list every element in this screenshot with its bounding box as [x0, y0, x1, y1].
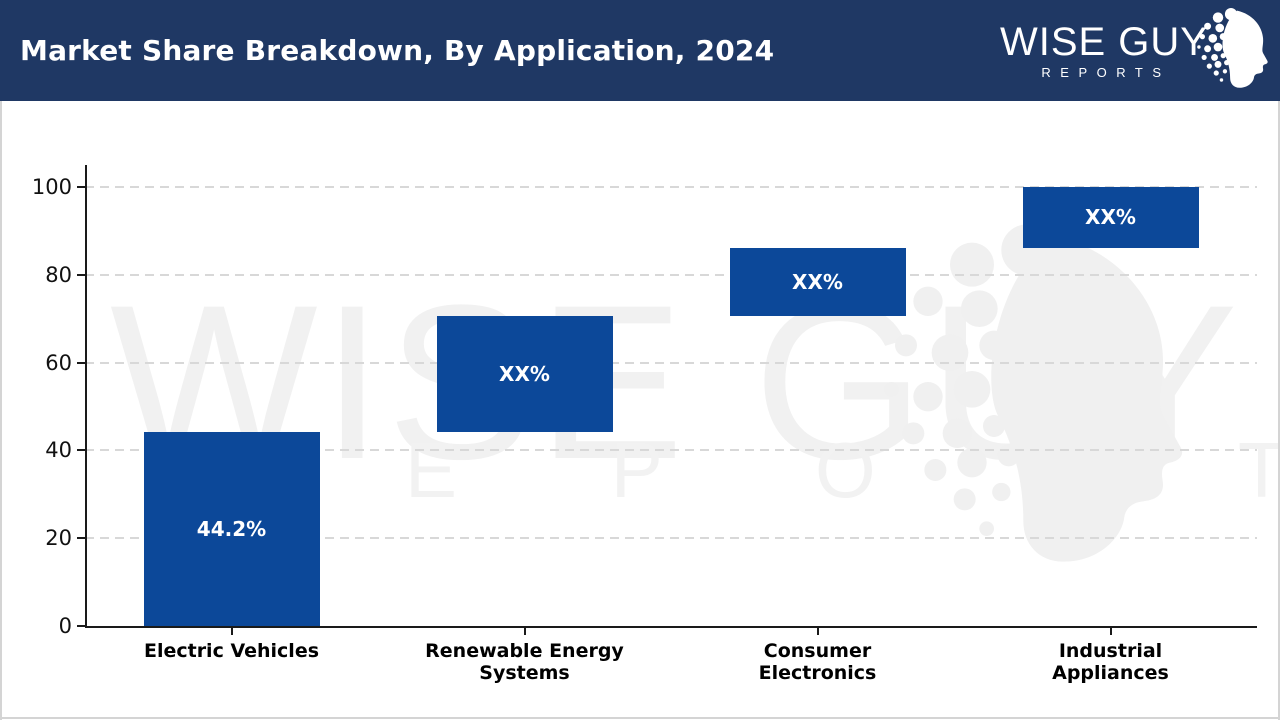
bar-segment [729, 247, 906, 317]
gridline-y100 [85, 186, 1257, 188]
x-tick-label: Consumer Electronics [678, 640, 958, 684]
x-tick-label-line: Renewable Energy [425, 640, 624, 662]
page-title: Market Share Breakdown, By Application, … [20, 34, 775, 67]
x-tick-label: Electric Vehicles [92, 640, 372, 662]
x-tick-label-line: Electronics [758, 662, 877, 684]
bar-value-label: 44.2% [196, 516, 267, 541]
y-tick-label: 0 [58, 614, 72, 638]
y-tick-mark [77, 625, 85, 627]
frame-right-hairline [1278, 101, 1280, 720]
y-tick-mark [77, 449, 85, 452]
bar-segment [143, 431, 320, 626]
bottom-spine [85, 626, 1257, 628]
bar-value-label: XX% [792, 269, 843, 294]
x-tick-mark [1109, 628, 1112, 635]
gridline-y80 [85, 273, 1257, 276]
x-tick-label-line: Electric Vehicles [143, 640, 320, 662]
y-tick-label: 60 [45, 350, 72, 375]
brand-name: WISE GUY [999, 19, 1208, 64]
y-tick-label: 80 [45, 262, 72, 287]
brand-text: WISE GUY REPORTS [1000, 22, 1208, 80]
x-tick-mark [523, 628, 526, 635]
brand-logo: WISE GUY REPORTS [1000, 7, 1270, 94]
gridline-y20 [85, 537, 1257, 540]
gridline-y60 [85, 361, 1257, 364]
y-tick-label: 100 [31, 175, 72, 199]
y-tick-mark [77, 273, 85, 276]
wiseguy-face-icon [1197, 8, 1268, 88]
left-spine [85, 165, 87, 628]
y-tick-mark [77, 186, 85, 188]
x-tick-label-line: Industrial [1058, 640, 1163, 662]
x-tick-label-line: Systems [479, 662, 570, 684]
x-tick-label: Industrial Appliances [971, 640, 1251, 684]
header-bar: Market Share Breakdown, By Application, … [0, 0, 1280, 101]
frame-bottom-hairline [0, 717, 1280, 719]
x-tick-label: Renewable Energy Systems [385, 640, 665, 684]
gridline-y40 [85, 449, 1257, 452]
bar-segment [436, 316, 613, 432]
y-tick-mark [77, 537, 85, 540]
x-tick-label-line: Consumer [763, 640, 872, 662]
x-tick-label-line: Appliances [1052, 662, 1169, 684]
y-tick-mark [77, 361, 85, 364]
frame-left-hairline [0, 101, 2, 720]
y-tick-label: 40 [45, 438, 72, 463]
x-tick-mark [230, 628, 233, 635]
y-tick-label: 20 [45, 526, 72, 551]
bar-value-label: XX% [499, 362, 550, 386]
x-tick-mark [816, 628, 819, 635]
brand-tagline: REPORTS [1041, 64, 1171, 80]
